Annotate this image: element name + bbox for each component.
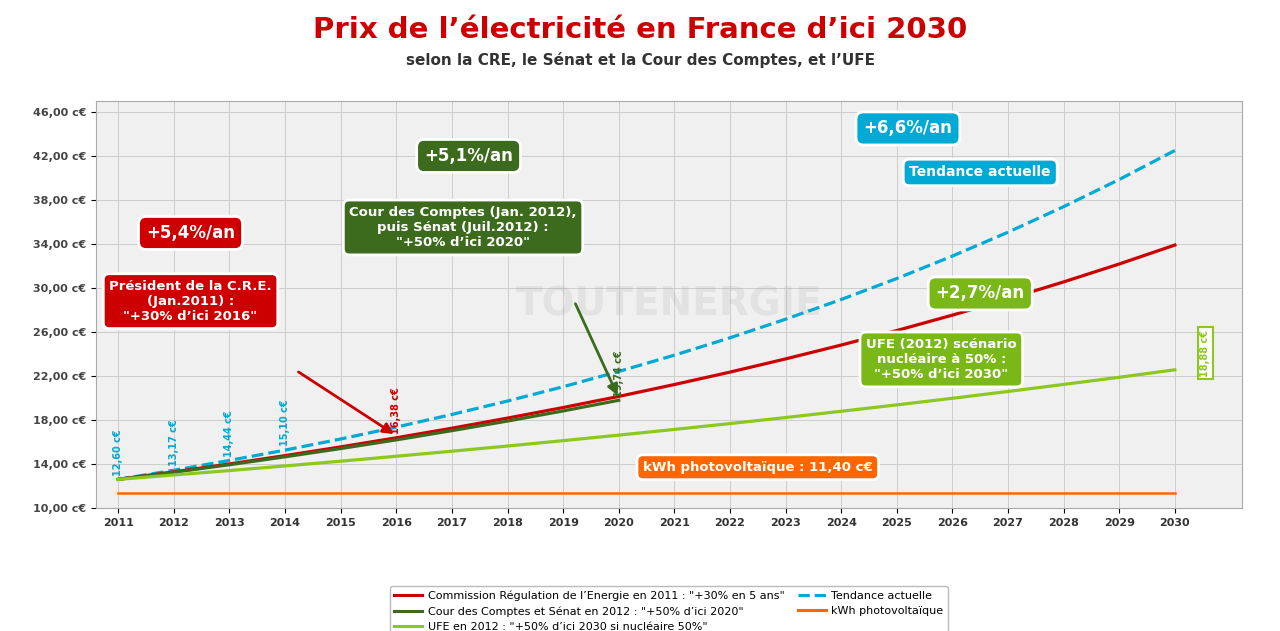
Text: +5,4%/an: +5,4%/an <box>146 224 236 242</box>
Text: 14,44 c€: 14,44 c€ <box>224 410 234 457</box>
Text: 12,60 c€: 12,60 c€ <box>113 429 123 476</box>
Text: UFE (2012) scénario
nucléaire à 50% :
"+50% d’ici 2030": UFE (2012) scénario nucléaire à 50% : "+… <box>867 338 1016 381</box>
Text: 13,17 c€: 13,17 c€ <box>169 420 179 466</box>
Text: Prix de l’électricité en France d’ici 2030: Prix de l’électricité en France d’ici 20… <box>312 16 968 44</box>
Text: Cour des Comptes (Jan. 2012),
puis Sénat (Juil.2012) :
"+50% d’ici 2020": Cour des Comptes (Jan. 2012), puis Sénat… <box>349 206 577 249</box>
Text: +5,1%/an: +5,1%/an <box>424 147 513 165</box>
Text: Tendance actuelle: Tendance actuelle <box>910 165 1051 179</box>
Text: selon la CRE, le Sénat et la Cour des Comptes, et l’UFE: selon la CRE, le Sénat et la Cour des Co… <box>406 52 874 68</box>
Text: 15,10 c€: 15,10 c€ <box>280 399 291 446</box>
Text: 16,38 c€: 16,38 c€ <box>392 387 402 435</box>
Text: +6,6%/an: +6,6%/an <box>864 119 952 138</box>
Text: 19,74 c€: 19,74 c€ <box>613 350 623 397</box>
Text: 18,88 c€: 18,88 c€ <box>1201 330 1211 377</box>
Text: TOUTENERGIE: TOUTENERGIE <box>516 285 822 324</box>
Text: kWh photovoltaïque : 11,40 c€: kWh photovoltaïque : 11,40 c€ <box>643 461 873 474</box>
Text: +2,7%/an: +2,7%/an <box>936 285 1025 302</box>
Text: Président de la C.R.E.
(Jan.2011) :
"+30% d’ici 2016": Président de la C.R.E. (Jan.2011) : "+30… <box>109 280 271 322</box>
Legend: Commission Régulation de l’Energie en 2011 : "+30% en 5 ans", Cour des Comptes e: Commission Régulation de l’Energie en 20… <box>390 586 947 631</box>
